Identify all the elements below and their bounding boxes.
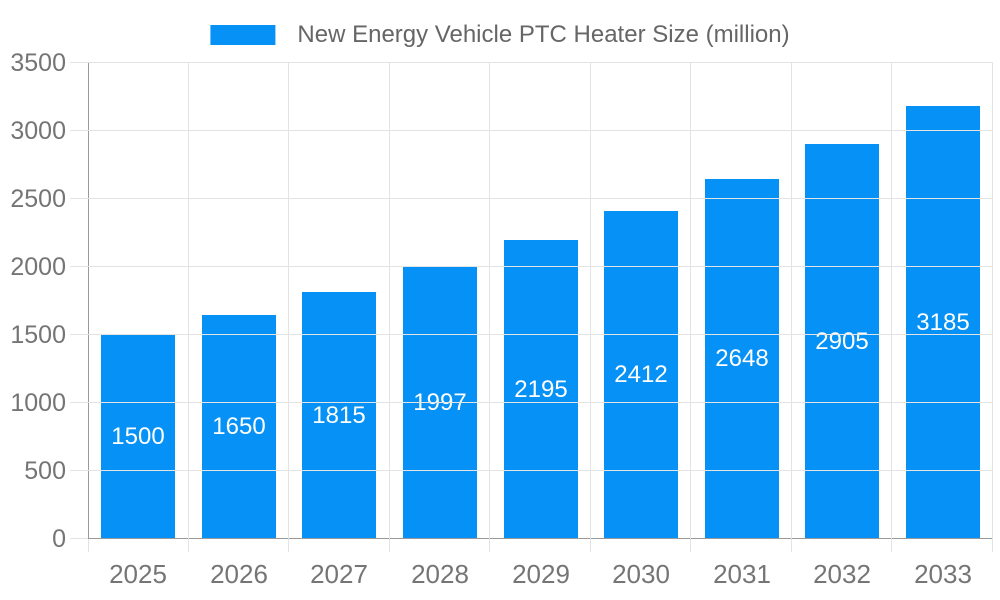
- x-tick-label: 2026: [210, 559, 268, 589]
- bar-2028[interactable]: 1997: [403, 267, 477, 539]
- y-tick-label: 3500: [10, 49, 66, 77]
- plot-area: 1500 1650 1815 1997 2195 2412 2648 2905 3185: [88, 63, 993, 539]
- y-tick-label: 500: [24, 457, 66, 485]
- h-gridline: [70, 198, 993, 199]
- bar-value-label: 1650: [212, 413, 266, 440]
- x-tick-label: 2033: [914, 559, 972, 589]
- bar-value-label: 2905: [815, 327, 869, 355]
- y-axis-line: [88, 63, 89, 552]
- v-gridline: [288, 63, 289, 552]
- y-tick-label: 2500: [10, 185, 66, 213]
- bar-value-label: 2195: [514, 375, 568, 403]
- y-tick-label: 2000: [10, 253, 66, 281]
- legend-item[interactable]: New Energy Vehicle PTC Heater Size (mill…: [210, 21, 790, 49]
- bar-value-label: 2412: [614, 361, 668, 388]
- x-tick-label: 2025: [109, 559, 167, 589]
- v-gridline: [791, 63, 792, 552]
- x-tick-label: 2032: [813, 559, 871, 589]
- bar-value-label: 3185: [916, 308, 970, 336]
- x-axis-line: [70, 538, 993, 539]
- v-gridline: [389, 63, 390, 552]
- legend-label: New Energy Vehicle PTC Heater Size (mill…: [297, 21, 790, 48]
- bar-2025[interactable]: 1500: [101, 335, 175, 539]
- x-zero-tick: [88, 539, 89, 552]
- bar-value-label: 1815: [312, 401, 366, 429]
- bar-2026[interactable]: 1650: [202, 315, 276, 539]
- x-tick-label: 2027: [310, 559, 368, 589]
- h-gridline: [70, 266, 993, 267]
- h-gridline: [70, 402, 993, 403]
- x-tick-label: 2029: [512, 559, 570, 589]
- v-gridline: [489, 63, 490, 552]
- y-tick-label: 3000: [10, 117, 66, 145]
- x-tick-label: 2030: [612, 559, 670, 589]
- bar-2029[interactable]: 2195: [504, 240, 578, 539]
- bar-2030[interactable]: 2412: [604, 211, 678, 539]
- x-tick-label: 2031: [713, 559, 771, 589]
- v-gridline: [891, 63, 892, 552]
- y-tick-label: 1500: [10, 321, 66, 349]
- y-tick-label: 0: [52, 525, 66, 553]
- h-gridline: [70, 62, 993, 63]
- h-gridline: [70, 334, 993, 335]
- y-zero-tick: [70, 538, 88, 539]
- v-gridline: [188, 63, 189, 552]
- v-gridline: [992, 63, 993, 552]
- bar-value-label: 2648: [715, 345, 769, 372]
- bar-value-label: 1997: [413, 389, 467, 416]
- v-gridline: [590, 63, 591, 552]
- y-tick-label: 1000: [10, 389, 66, 417]
- h-gridline: [70, 130, 993, 131]
- x-tick-label: 2028: [411, 559, 469, 589]
- h-gridline: [70, 470, 993, 471]
- bar-2033[interactable]: 3185: [906, 106, 980, 539]
- bar-2027[interactable]: 1815: [302, 292, 376, 539]
- v-gridline: [690, 63, 691, 552]
- bar-2032[interactable]: 2905: [805, 144, 879, 539]
- legend-swatch: [210, 25, 276, 45]
- bar-value-label: 1500: [111, 423, 165, 450]
- bar-2031[interactable]: 2648: [705, 179, 779, 539]
